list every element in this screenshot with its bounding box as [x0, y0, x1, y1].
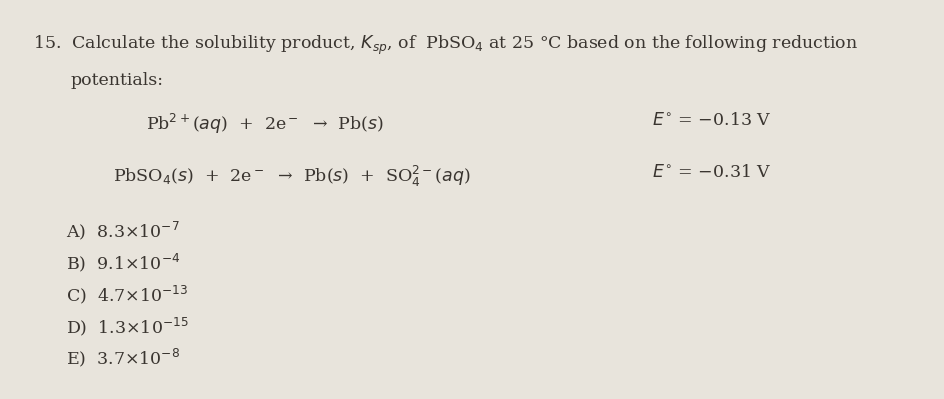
Text: PbSO$_4$($s$)  +  2e$^-$  →  Pb($s$)  +  SO$_4^{2-}$($aq$): PbSO$_4$($s$) + 2e$^-$ → Pb($s$) + SO$_4… [113, 164, 470, 190]
Text: $E^{\circ}$ = −0.13 V: $E^{\circ}$ = −0.13 V [651, 112, 770, 129]
Text: potentials:: potentials: [71, 72, 163, 89]
Text: 15.  Calculate the solubility product, $K_{sp}$, of  PbSO$_4$ at 25 °C based on : 15. Calculate the solubility product, $K… [33, 34, 857, 57]
Text: E)  3.7×10$^{-8}$: E) 3.7×10$^{-8}$ [66, 347, 180, 369]
Text: Pb$^{2+}$($aq$)  +  2e$^-$  →  Pb($s$): Pb$^{2+}$($aq$) + 2e$^-$ → Pb($s$) [146, 112, 383, 136]
Text: C)  4.7×10$^{-13}$: C) 4.7×10$^{-13}$ [66, 283, 188, 306]
Text: D)  1.3×10$^{-15}$: D) 1.3×10$^{-15}$ [66, 315, 189, 338]
Text: A)  8.3×10$^{-7}$: A) 8.3×10$^{-7}$ [66, 219, 179, 242]
Text: B)  9.1×10$^{-4}$: B) 9.1×10$^{-4}$ [66, 251, 180, 274]
Text: $E^{\circ}$ = −0.31 V: $E^{\circ}$ = −0.31 V [651, 164, 770, 182]
